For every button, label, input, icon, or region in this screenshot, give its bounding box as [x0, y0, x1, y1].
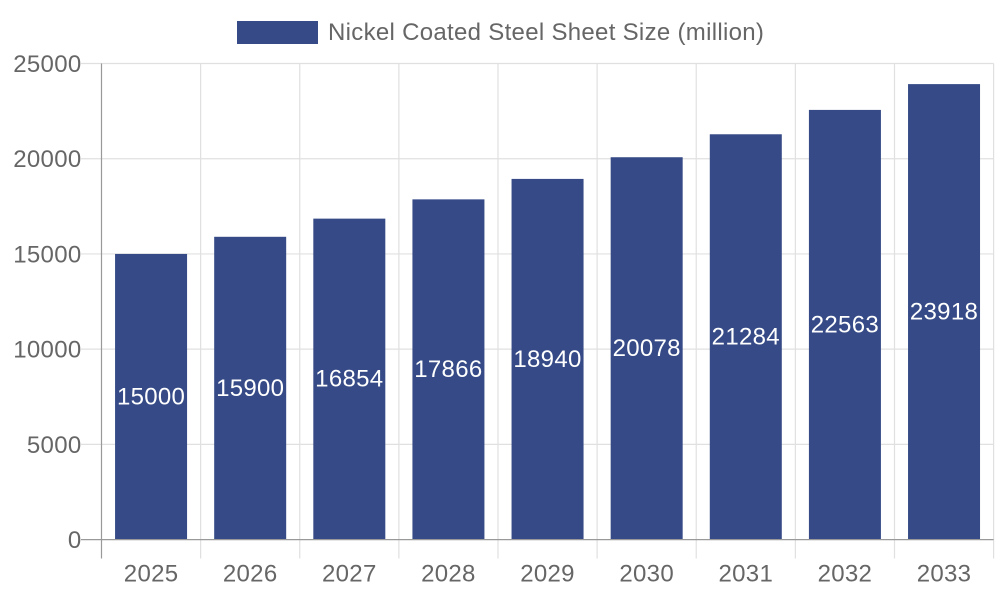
svg-text:2032: 2032	[818, 561, 873, 588]
svg-text:2033: 2033	[917, 561, 972, 588]
svg-text:10000: 10000	[13, 337, 81, 364]
svg-text:2026: 2026	[223, 561, 278, 588]
svg-text:2028: 2028	[421, 561, 476, 588]
svg-text:15900: 15900	[216, 375, 284, 402]
svg-text:20000: 20000	[13, 146, 81, 173]
svg-text:15000: 15000	[13, 241, 81, 268]
svg-text:15000: 15000	[117, 383, 185, 410]
svg-text:25000: 25000	[13, 51, 81, 78]
svg-text:17866: 17866	[414, 356, 482, 383]
svg-text:2027: 2027	[322, 561, 377, 588]
svg-text:2029: 2029	[520, 561, 575, 588]
svg-text:2030: 2030	[619, 561, 674, 588]
svg-text:22563: 22563	[811, 311, 879, 338]
svg-text:Nickel Coated Steel Sheet Size: Nickel Coated Steel Sheet Size (million)	[328, 19, 764, 46]
svg-text:21284: 21284	[712, 324, 780, 351]
svg-text:2031: 2031	[719, 561, 774, 588]
svg-text:2025: 2025	[124, 561, 179, 588]
svg-text:0: 0	[68, 527, 82, 554]
svg-text:18940: 18940	[513, 346, 581, 373]
svg-text:16854: 16854	[315, 366, 383, 393]
svg-text:5000: 5000	[27, 432, 82, 459]
svg-text:23918: 23918	[910, 299, 978, 326]
svg-text:20078: 20078	[613, 335, 681, 362]
